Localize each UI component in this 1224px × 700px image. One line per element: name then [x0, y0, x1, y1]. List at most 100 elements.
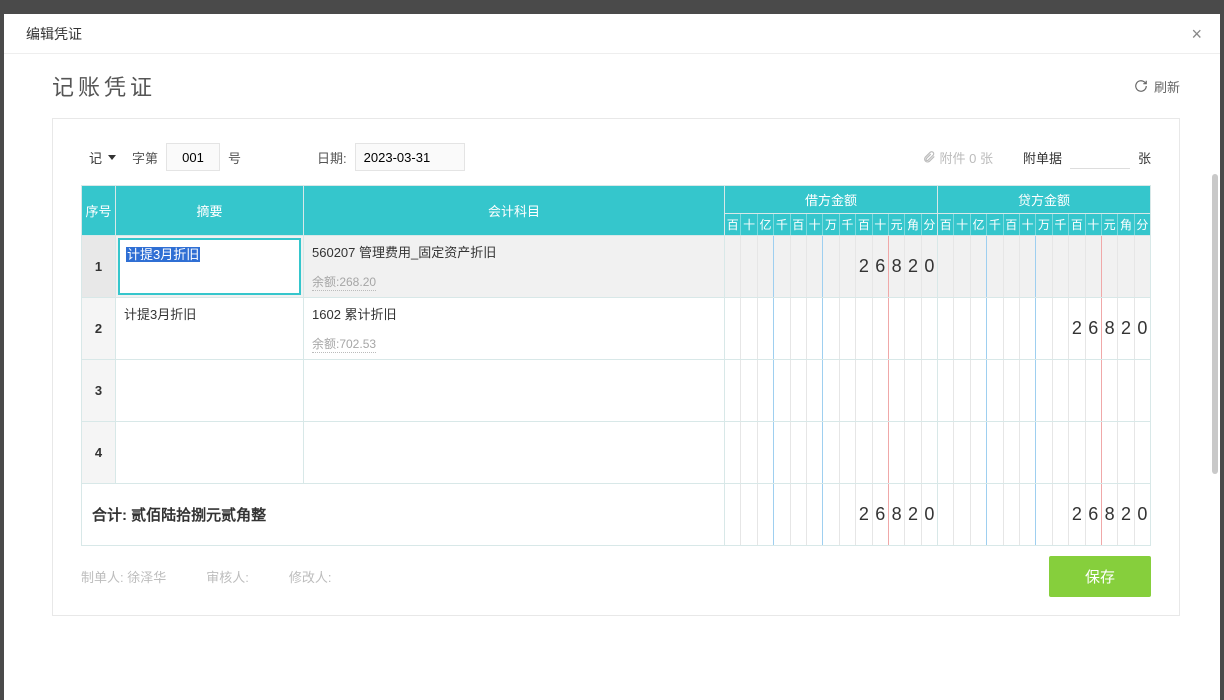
- amount-digit: [938, 484, 954, 545]
- voucher-type-select[interactable]: 记: [81, 144, 124, 171]
- credit-cell[interactable]: [938, 360, 1151, 422]
- save-button[interactable]: 保存: [1049, 556, 1151, 597]
- attachment-link[interactable]: 附件 0 张: [922, 148, 993, 167]
- scrollbar-thumb[interactable]: [1212, 174, 1218, 474]
- col-account: 会计科目: [304, 186, 725, 236]
- voucher-number-input[interactable]: [166, 143, 220, 171]
- amount-digit: [1004, 236, 1020, 297]
- amount-digit: [971, 298, 987, 359]
- table-row[interactable]: 1计提3月折旧560207 管理费用_固定资产折旧余额:268.2026820: [82, 236, 1151, 298]
- row-seq: 4: [82, 422, 116, 484]
- amount-digit: [823, 484, 839, 545]
- credit-cell[interactable]: [938, 422, 1151, 484]
- prefix-suffix-label: 字第: [132, 148, 158, 167]
- amount-digit: 0: [922, 484, 937, 545]
- amount-digit: [954, 236, 970, 297]
- amount-digit: [807, 298, 823, 359]
- refresh-label: 刷新: [1154, 77, 1180, 96]
- amount-digit: [987, 422, 1003, 483]
- refresh-button[interactable]: 刷新: [1134, 77, 1180, 96]
- scrollbar-track[interactable]: [1212, 74, 1220, 654]
- amount-digit: [971, 484, 987, 545]
- account-cell[interactable]: 560207 管理费用_固定资产折旧余额:268.20: [304, 236, 725, 298]
- debit-cell[interactable]: [725, 422, 938, 484]
- amount-digit: [873, 298, 889, 359]
- amount-digit: [922, 422, 937, 483]
- account-cell[interactable]: [304, 360, 725, 422]
- amount-digit: [1036, 236, 1052, 297]
- credit-digits-header: 百十亿千百十万千百十元角分: [938, 214, 1151, 236]
- account-cell[interactable]: [304, 422, 725, 484]
- modifier-field: 修改人:: [289, 567, 332, 586]
- amount-digit: [725, 236, 741, 297]
- amount-digit: [922, 298, 937, 359]
- amount-digit: [823, 236, 839, 297]
- summary-cell[interactable]: 计提3月折旧: [116, 236, 304, 298]
- amount-digit: [1118, 236, 1134, 297]
- amount-digit: [1004, 422, 1020, 483]
- summary-input[interactable]: 计提3月折旧: [118, 238, 301, 295]
- amount-digit: [1036, 484, 1052, 545]
- account-balance: 余额:702.53: [312, 335, 376, 353]
- amount-digit: 2: [856, 484, 872, 545]
- amount-digit: [758, 360, 774, 421]
- amount-digit: [1053, 422, 1069, 483]
- debit-cell[interactable]: [725, 298, 938, 360]
- total-label: 合计: 贰佰陆拾捌元贰角整: [82, 504, 724, 525]
- bill-count-input[interactable]: [1070, 145, 1130, 169]
- amount-digit: [987, 236, 1003, 297]
- amount-digit: [774, 236, 790, 297]
- amount-digit: [1004, 484, 1020, 545]
- amount-digit: [1118, 360, 1134, 421]
- amount-digit: [774, 484, 790, 545]
- voucher-date-input[interactable]: [355, 143, 465, 171]
- date-label: 日期:: [317, 148, 347, 167]
- row-seq: 3: [82, 360, 116, 422]
- voucher-type-value: 记: [89, 148, 102, 167]
- page-title: 记账凭证: [52, 70, 156, 102]
- amount-digit: [1020, 484, 1036, 545]
- amount-digit: 2: [1069, 484, 1085, 545]
- amount-digit: [1135, 360, 1150, 421]
- auditor-label: 审核人:: [206, 570, 249, 585]
- amount-digit: [873, 360, 889, 421]
- credit-cell[interactable]: [938, 236, 1151, 298]
- amount-digit: [840, 484, 856, 545]
- page-header: 记账凭证 刷新: [4, 54, 1220, 102]
- amount-digit: [823, 360, 839, 421]
- amount-digit: [1020, 236, 1036, 297]
- amount-digit: [889, 422, 905, 483]
- account-cell[interactable]: 1602 累计折旧余额:702.53: [304, 298, 725, 360]
- close-icon[interactable]: ×: [1191, 25, 1202, 43]
- amount-digit: 2: [905, 484, 921, 545]
- amount-digit: 0: [1135, 484, 1150, 545]
- debit-cell[interactable]: 26820: [725, 236, 938, 298]
- voucher-table: 序号 摘要 会计科目 借方金额 贷方金额 百十亿千百十万千百十元角分 百十亿千百…: [81, 185, 1151, 546]
- summary-cell[interactable]: [116, 422, 304, 484]
- summary-cell[interactable]: [116, 360, 304, 422]
- amount-digit: [922, 360, 937, 421]
- amount-digit: 6: [1086, 298, 1102, 359]
- amount-digit: [971, 360, 987, 421]
- refresh-icon: [1134, 79, 1148, 93]
- table-total-body: 合计: 贰佰陆拾捌元贰角整 26820 26820: [82, 484, 1151, 546]
- amount-digit: [1102, 236, 1118, 297]
- table-row[interactable]: 3: [82, 360, 1151, 422]
- credit-cell[interactable]: 26820: [938, 298, 1151, 360]
- amount-digit: [954, 360, 970, 421]
- amount-digit: [758, 298, 774, 359]
- debit-cell[interactable]: [725, 360, 938, 422]
- amount-digit: [791, 360, 807, 421]
- table-row[interactable]: 4: [82, 422, 1151, 484]
- amount-digit: [1004, 298, 1020, 359]
- amount-digit: [1135, 422, 1150, 483]
- summary-cell[interactable]: 计提3月折旧: [116, 298, 304, 360]
- amount-digit: [1086, 236, 1102, 297]
- amount-digit: [807, 360, 823, 421]
- account-name: 1602 累计折旧: [312, 304, 716, 323]
- account-balance: 余额:268.20: [312, 273, 376, 291]
- amount-digit: [987, 484, 1003, 545]
- amount-digit: 8: [1102, 298, 1118, 359]
- amount-digit: [1036, 298, 1052, 359]
- table-row[interactable]: 2计提3月折旧1602 累计折旧余额:702.5326820: [82, 298, 1151, 360]
